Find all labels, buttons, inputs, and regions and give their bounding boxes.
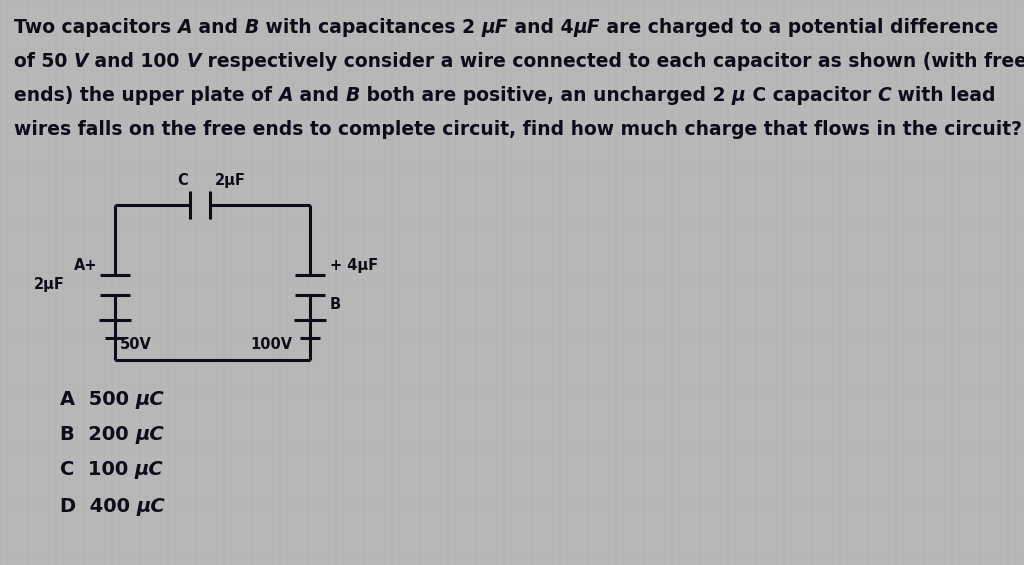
Text: 50V: 50V — [120, 337, 152, 352]
Text: V: V — [186, 52, 201, 71]
Text: 2μF: 2μF — [215, 173, 246, 188]
Text: B: B — [345, 86, 359, 105]
Text: B  200: B 200 — [60, 425, 135, 444]
Text: 100V: 100V — [250, 337, 292, 352]
Text: ends) the upper plate of: ends) the upper plate of — [14, 86, 279, 105]
Text: μC: μC — [137, 497, 165, 516]
Text: C capacitor: C capacitor — [745, 86, 878, 105]
Text: A: A — [279, 86, 293, 105]
Text: V: V — [74, 52, 88, 71]
Text: μF: μF — [481, 18, 508, 37]
Text: with lead: with lead — [891, 86, 995, 105]
Text: B: B — [330, 297, 341, 312]
Text: μC: μC — [135, 425, 164, 444]
Text: are charged to a potential difference: are charged to a potential difference — [600, 18, 998, 37]
Text: C: C — [878, 86, 891, 105]
Text: A+: A+ — [74, 258, 97, 273]
Text: A: A — [177, 18, 193, 37]
Text: and: and — [293, 86, 345, 105]
Text: μC: μC — [135, 460, 164, 479]
Text: B: B — [245, 18, 259, 37]
Text: + 4μF: + 4μF — [330, 258, 378, 273]
Text: 2μF: 2μF — [34, 277, 65, 293]
Text: wires falls on the free ends to complete circuit, find how much charge that flow: wires falls on the free ends to complete… — [14, 120, 1022, 139]
Text: with capacitances 2: with capacitances 2 — [259, 18, 481, 37]
Text: C: C — [177, 173, 188, 188]
Text: and 100: and 100 — [88, 52, 186, 71]
Text: μC: μC — [136, 390, 165, 409]
Text: and 4: and 4 — [508, 18, 573, 37]
Text: C  100: C 100 — [60, 460, 135, 479]
Text: μF: μF — [573, 18, 600, 37]
Text: Two capacitors: Two capacitors — [14, 18, 177, 37]
Text: A  500: A 500 — [60, 390, 136, 409]
Text: μ: μ — [732, 86, 745, 105]
Text: and: and — [193, 18, 245, 37]
Text: respectively consider a wire connected to each capacitor as shown (with free: respectively consider a wire connected t… — [201, 52, 1024, 71]
Text: both are positive, an uncharged 2: both are positive, an uncharged 2 — [359, 86, 732, 105]
Text: D  400: D 400 — [60, 497, 137, 516]
Text: of 50: of 50 — [14, 52, 74, 71]
